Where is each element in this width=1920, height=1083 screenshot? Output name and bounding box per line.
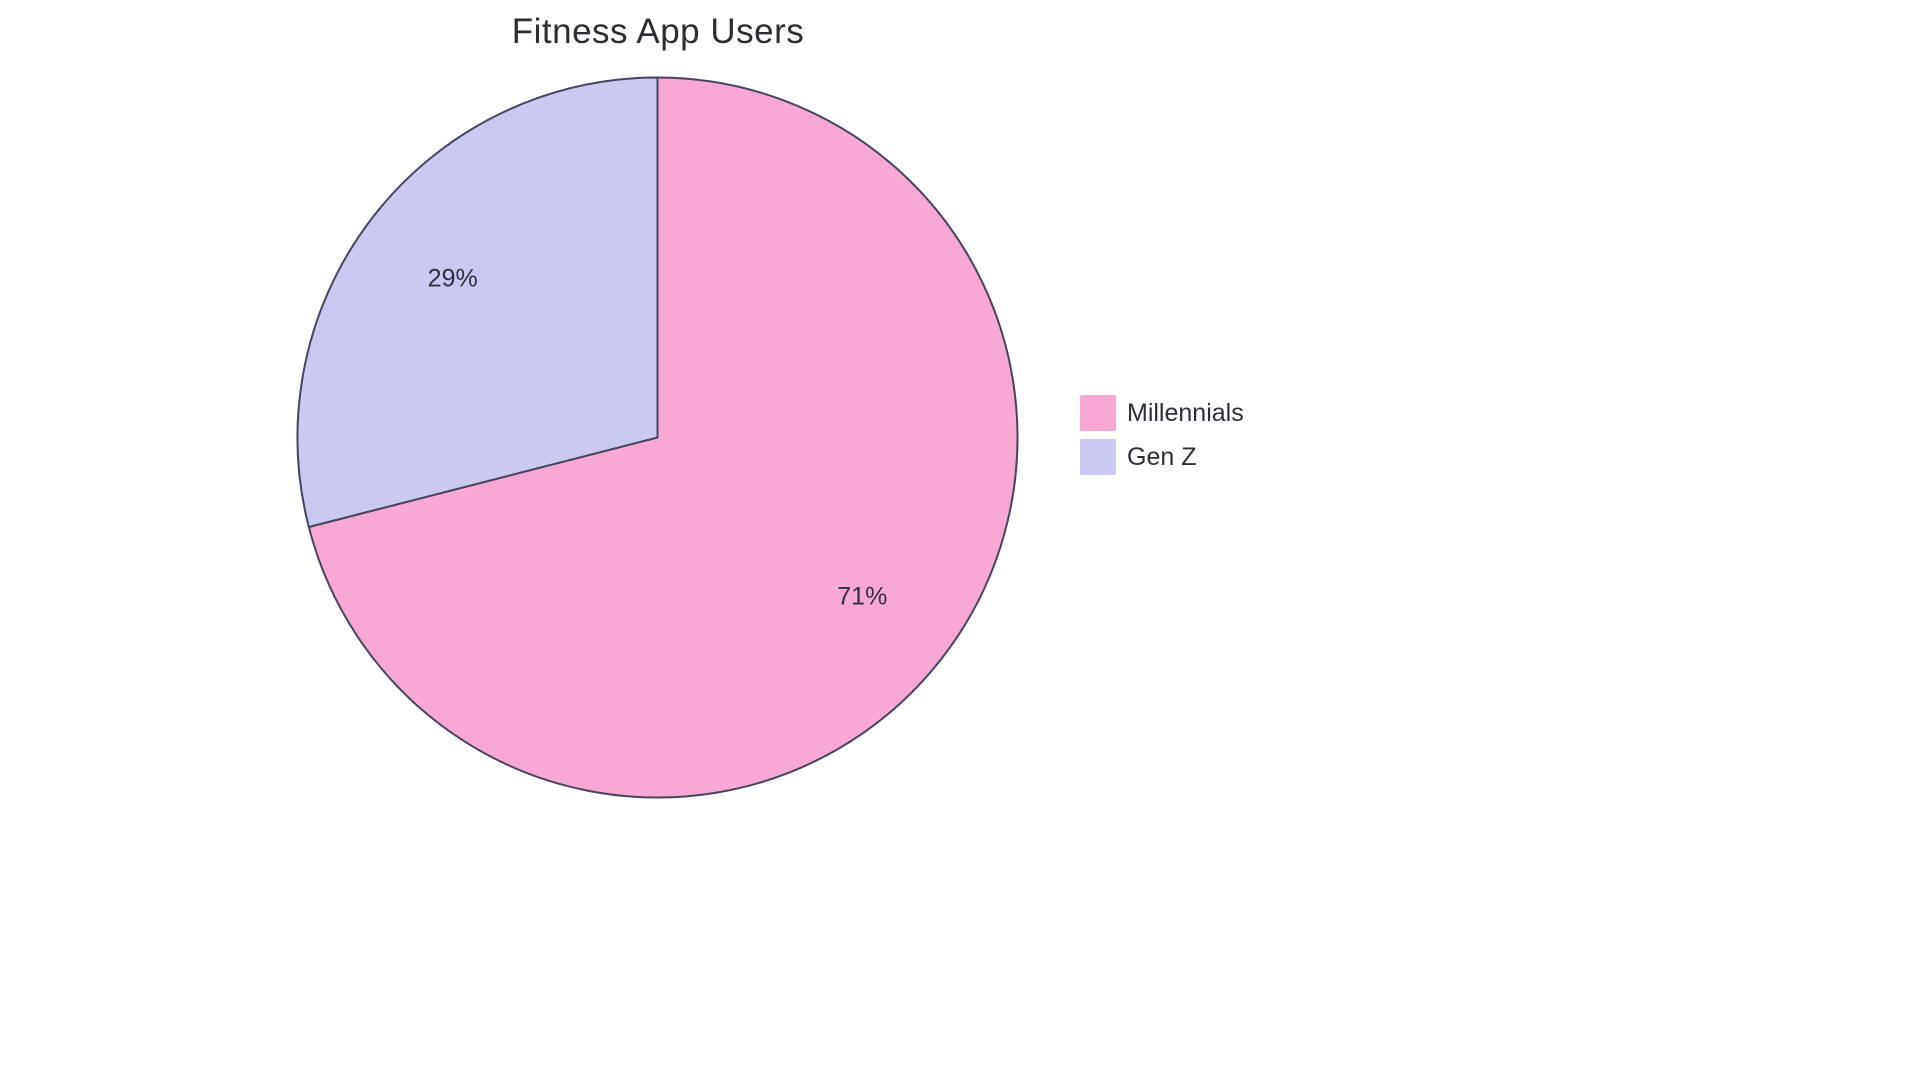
pie-chart: 71% 29% <box>296 76 1019 799</box>
legend-swatch <box>1080 439 1116 475</box>
pie-slice-millennials[interactable] <box>307 76 1019 799</box>
legend-label: Millennials <box>1127 398 1244 427</box>
pie-slice-gen-z[interactable] <box>296 76 659 529</box>
chart-title: Fitness App Users <box>511 12 805 51</box>
slice-percent-label: 29% <box>428 265 478 293</box>
legend-item-gen-z[interactable]: Gen Z <box>1080 439 1244 475</box>
legend: Millennials Gen Z <box>1080 395 1244 475</box>
legend-label: Gen Z <box>1127 442 1197 471</box>
legend-item-millennials[interactable]: Millennials <box>1080 395 1244 431</box>
legend-swatch <box>1080 395 1116 431</box>
slice-percent-label: 71% <box>837 582 887 610</box>
